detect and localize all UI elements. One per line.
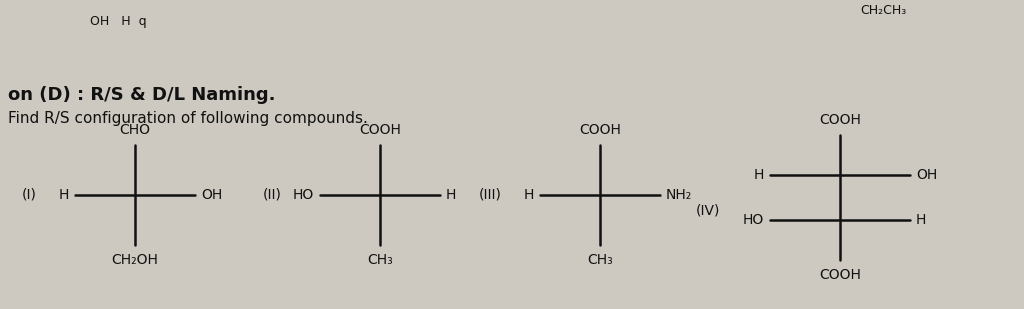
Text: HO: HO [293,188,314,202]
Text: COOH: COOH [819,113,861,127]
Text: COOH: COOH [579,123,621,137]
Text: H: H [58,188,69,202]
Text: H: H [916,213,927,227]
Text: CH₃: CH₃ [587,253,613,267]
Text: (IV): (IV) [695,203,720,217]
Text: HO: HO [742,213,764,227]
Text: on (D) : R/S & D/L Naming.: on (D) : R/S & D/L Naming. [8,86,275,104]
Text: CH₃: CH₃ [368,253,393,267]
Text: OH: OH [201,188,222,202]
Text: Find R/S configuration of following compounds.: Find R/S configuration of following comp… [8,111,368,125]
Text: NH₂: NH₂ [666,188,692,202]
Text: COOH: COOH [819,268,861,282]
Text: H: H [446,188,457,202]
Text: OH   H  q: OH H q [90,15,146,28]
Text: H: H [523,188,534,202]
Text: OH: OH [916,168,937,182]
Text: CH₂OH: CH₂OH [112,253,159,267]
Text: (I): (I) [23,188,37,202]
Text: CH₂CH₃: CH₂CH₃ [860,3,906,16]
Text: COOH: COOH [359,123,401,137]
Text: CHO: CHO [120,123,151,137]
Text: (III): (III) [479,188,502,202]
Text: (II): (II) [263,188,282,202]
Text: H: H [754,168,764,182]
